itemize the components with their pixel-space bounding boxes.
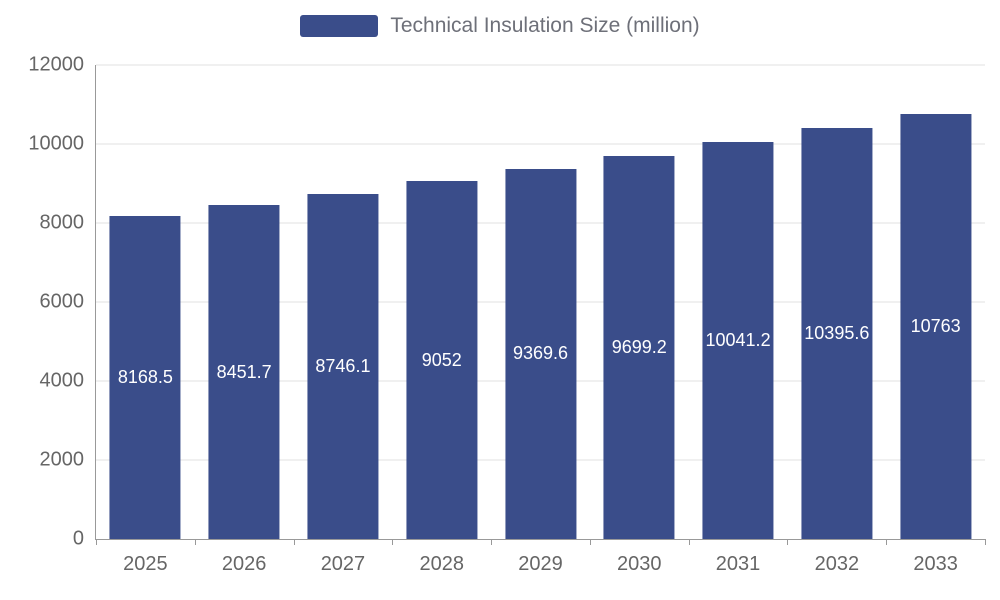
x-axis-tick-mark (589, 539, 591, 545)
x-axis-tick-mark (392, 539, 394, 545)
x-axis-tick-label: 2030 (617, 553, 662, 575)
bar-2032: 10395.6 (801, 128, 873, 539)
x-axis-tick-mark (96, 539, 97, 545)
bar-2025: 8168.5 (109, 216, 181, 539)
legend-swatch[interactable] (300, 15, 379, 37)
y-axis-tick-label: 0 (72, 527, 84, 550)
x-axis-tick-label: 2025 (123, 553, 168, 575)
y-axis-tick-label: 6000 (39, 290, 85, 313)
plot-area: 0 2000 4000 6000 8000 10000 12000 8168.5 2025 845… (28, 54, 986, 575)
y-axis-tick-label: 10000 (28, 132, 84, 155)
x-axis-tick-label: 2033 (913, 553, 958, 575)
bar-2026: 8451.7 (208, 205, 280, 539)
x-axis-tick-mark (194, 539, 196, 545)
legend[interactable]: Technical Insulation Size (million) (0, 14, 1000, 38)
bar-2030: 9699.2 (603, 155, 675, 539)
x-axis-tick-mark (688, 539, 690, 545)
bar-value-label: 8168.5 (117, 367, 173, 388)
y-axis-tick-label: 2000 (39, 448, 85, 471)
x-axis-tick-label: 2027 (320, 553, 366, 575)
bar-value-label: 10763 (910, 315, 961, 336)
y-axis-tick-label: 4000 (39, 369, 85, 392)
chart-title: Technical Insulation Size (million) (390, 14, 700, 37)
bar-value-label: 8746.1 (315, 355, 371, 376)
bar-2027: 8746.1 (307, 193, 379, 539)
bar-2029: 9369.6 (504, 168, 577, 539)
gridline (96, 64, 985, 66)
x-axis-tick-label: 2029 (518, 553, 563, 575)
x-axis-tick-mark (787, 539, 789, 545)
gridline (96, 143, 985, 145)
x-axis-tick-mark (293, 539, 295, 545)
bar-value-label: 9699.2 (611, 336, 667, 357)
x-axis-tick-mark (985, 539, 986, 545)
bar-value-label: 8451.7 (216, 361, 272, 382)
x-axis-tick-mark (491, 539, 493, 545)
bar-2028: 9052 (406, 181, 478, 539)
bar-value-label: 9052 (421, 349, 462, 370)
bar-value-label: 9369.6 (512, 343, 569, 364)
x-axis-tick-mark (886, 539, 888, 545)
bar-2031: 10041.2 (702, 142, 774, 539)
x-axis-tick-label: 2026 (221, 553, 267, 575)
x-axis-tick-label: 2032 (814, 553, 860, 575)
bar-2033: 10763 (900, 113, 972, 539)
y-axis-tick-label: 8000 (39, 211, 85, 234)
x-axis-tick-label: 2031 (715, 553, 761, 575)
x-axis-tick-label: 2028 (419, 553, 464, 575)
bar-value-label: 10041.2 (705, 330, 771, 351)
bar-value-label: 10395.6 (804, 323, 870, 344)
y-axis-tick-label: 12000 (28, 53, 84, 76)
